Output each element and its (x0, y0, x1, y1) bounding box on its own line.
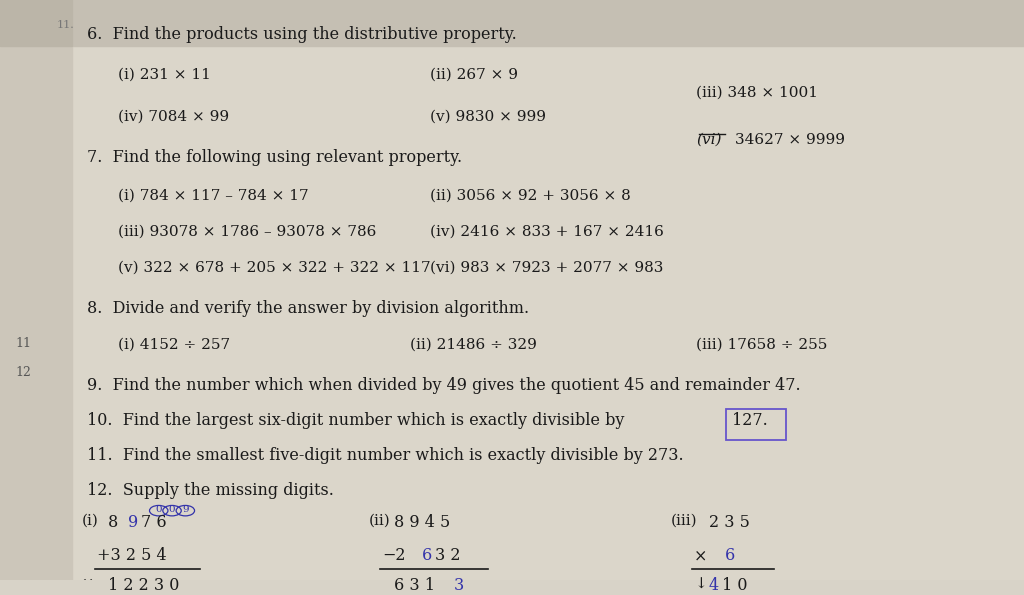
Text: 9: 9 (182, 505, 188, 514)
Text: 11.: 11. (56, 20, 74, 30)
Bar (0, 0, 1024, 46)
Text: 4: 4 (709, 577, 719, 594)
Text: (iii) 93078 × 1786 – 93078 × 786: (iii) 93078 × 1786 – 93078 × 786 (118, 224, 376, 239)
Text: 8: 8 (108, 513, 118, 531)
Text: 8 9 4 5: 8 9 4 5 (394, 513, 451, 531)
Text: (v) 9830 × 999: (v) 9830 × 999 (430, 109, 546, 124)
Text: 0: 0 (156, 505, 162, 514)
Bar (0, 0, 72, 580)
Text: 6.  Find the products using the distributive property.: 6. Find the products using the distribut… (87, 26, 517, 43)
Text: 11: 11 (15, 337, 32, 350)
Text: (iii) 348 × 1001: (iii) 348 × 1001 (696, 85, 818, 99)
Text: 6 3 1: 6 3 1 (394, 577, 435, 594)
Text: (v) 322 × 678 + 205 × 322 + 322 × 117: (v) 322 × 678 + 205 × 322 + 322 × 117 (118, 261, 430, 274)
Text: 1 0: 1 0 (722, 577, 748, 594)
Text: (iii): (iii) (671, 513, 697, 528)
Text: 8.  Divide and verify the answer by division algorithm.: 8. Divide and verify the answer by divis… (87, 300, 529, 317)
Text: (iii) 17658 ÷ 255: (iii) 17658 ÷ 255 (696, 338, 827, 352)
Text: 7 6: 7 6 (141, 513, 167, 531)
Text: (i) 784 × 117 – 784 × 17: (i) 784 × 117 – 784 × 17 (118, 189, 308, 202)
Text: (vi) 983 × 7923 + 2077 × 983: (vi) 983 × 7923 + 2077 × 983 (430, 261, 664, 274)
Text: 6: 6 (725, 547, 735, 564)
Text: 12: 12 (15, 365, 32, 378)
Text: (i): (i) (82, 513, 98, 528)
Text: 7.  Find the following using relevant property.: 7. Find the following using relevant pro… (87, 149, 462, 166)
Text: 3: 3 (454, 577, 464, 594)
Text: (vi): (vi) (696, 133, 722, 147)
Text: (ii) 267 × 9: (ii) 267 × 9 (430, 68, 518, 82)
Text: (ii) 21486 ÷ 329: (ii) 21486 ÷ 329 (410, 338, 537, 352)
Text: ×: × (694, 547, 708, 564)
Text: 12.  Supply the missing digits.: 12. Supply the missing digits. (87, 481, 334, 499)
Text: +3 2 5 4: +3 2 5 4 (97, 547, 167, 564)
Text: (ii): (ii) (369, 513, 390, 528)
Text: (i) 231 × 11: (i) 231 × 11 (118, 68, 211, 82)
Polygon shape (0, 0, 72, 46)
Text: 0: 0 (169, 505, 175, 514)
Text: 2 3 5: 2 3 5 (709, 513, 750, 531)
Text: 11.  Find the smallest five-digit number which is exactly divisible by 273.: 11. Find the smallest five-digit number … (87, 447, 684, 464)
Text: ↓: ↓ (694, 577, 707, 591)
Text: 34627 × 9999: 34627 × 9999 (735, 133, 845, 147)
Text: (iv) 7084 × 99: (iv) 7084 × 99 (118, 109, 229, 124)
Text: 6: 6 (422, 547, 432, 564)
Text: 9.  Find the number which when divided by 49 gives the quotient 45 and remainder: 9. Find the number which when divided by… (87, 377, 801, 394)
Text: 3 2: 3 2 (435, 547, 461, 564)
Text: 9: 9 (128, 513, 138, 531)
Text: (iv) 2416 × 833 + 167 × 2416: (iv) 2416 × 833 + 167 × 2416 (430, 224, 664, 239)
Text: (ii) 3056 × 92 + 3056 × 8: (ii) 3056 × 92 + 3056 × 8 (430, 189, 631, 202)
Text: 10.  Find the largest six-digit number which is exactly divisible by: 10. Find the largest six-digit number wh… (87, 412, 630, 429)
Text: 1 2 2 3 0: 1 2 2 3 0 (108, 577, 179, 594)
Text: (i) 4152 ÷ 257: (i) 4152 ÷ 257 (118, 338, 229, 352)
Text: 127.: 127. (732, 412, 768, 429)
Text: −2: −2 (382, 547, 406, 564)
